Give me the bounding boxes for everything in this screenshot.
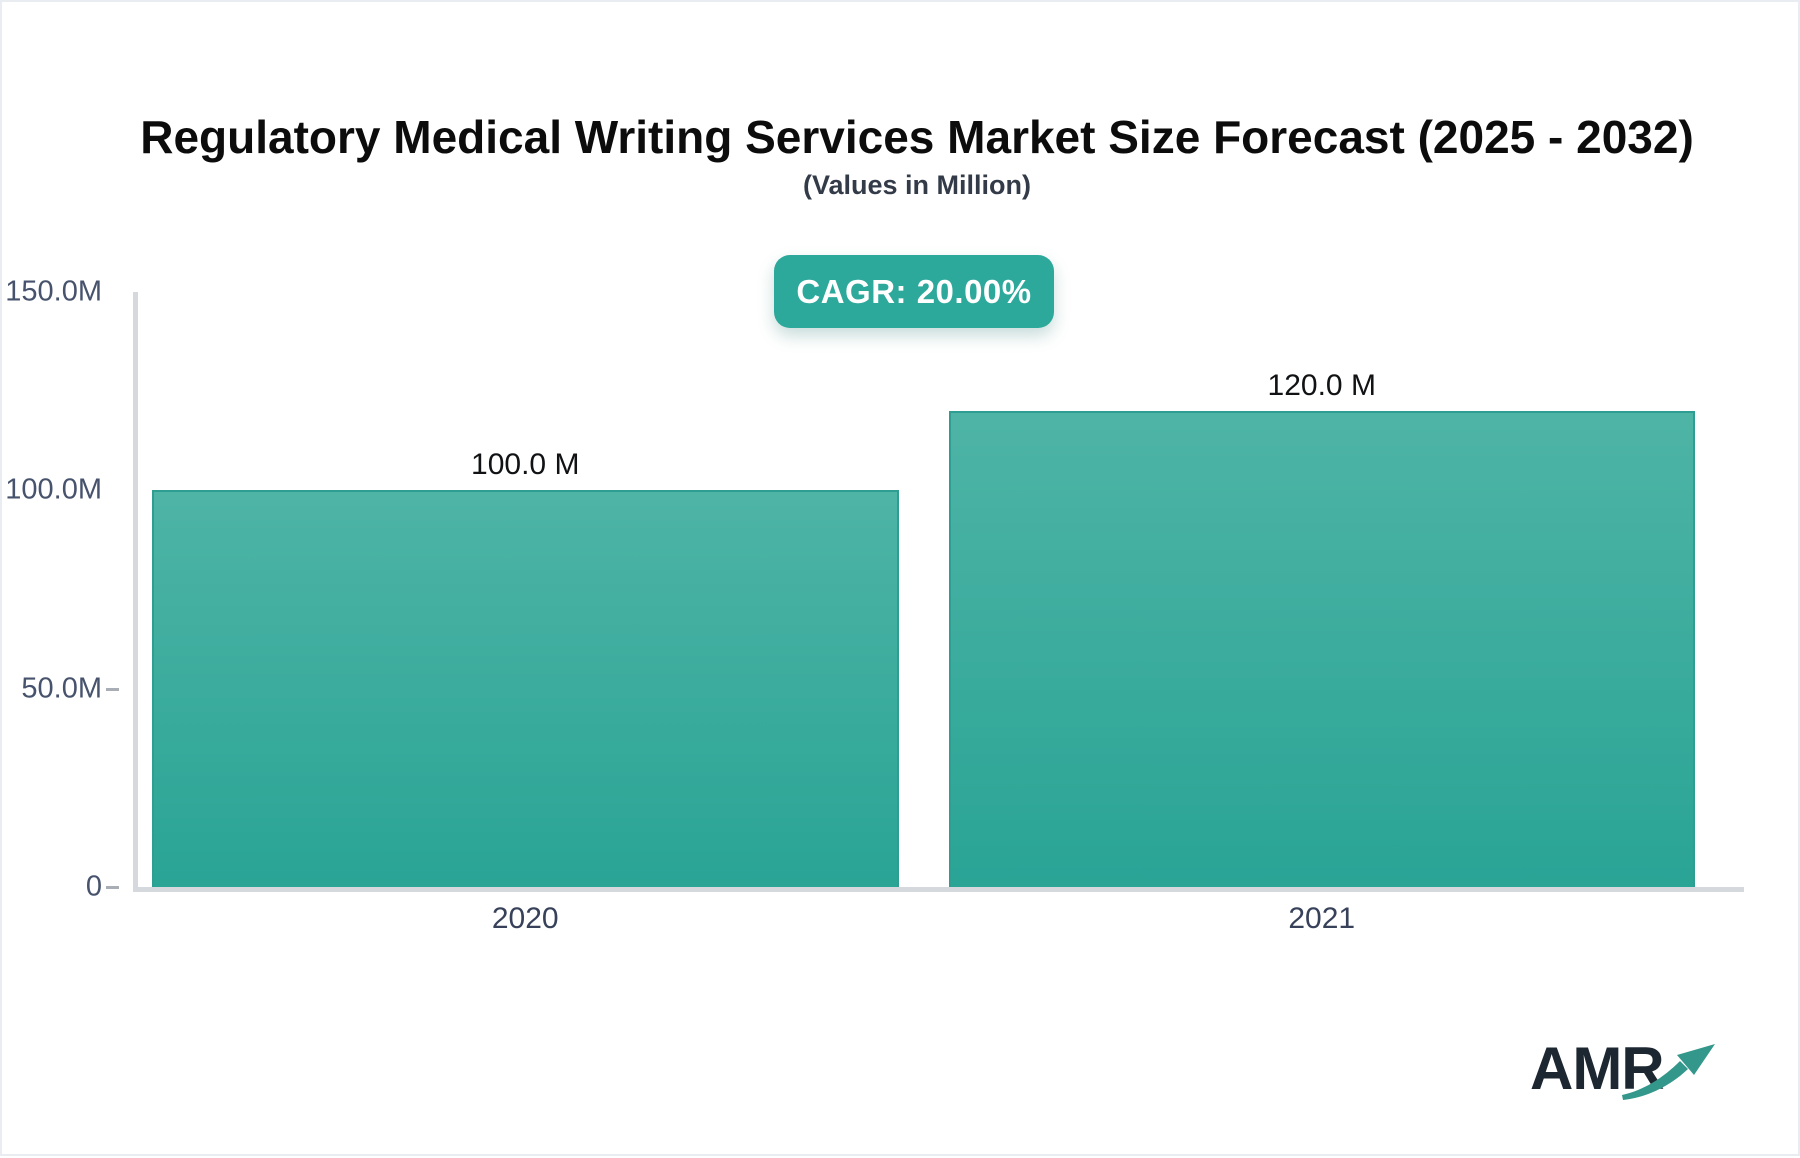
y-tick-label: 0: [85, 870, 102, 903]
cagr-badge: CAGR: 20.00%: [774, 255, 1054, 328]
y-tick-mark: [106, 687, 119, 691]
x-axis-line: [133, 887, 1744, 892]
chart-title: Regulatory Medical Writing Services Mark…: [140, 111, 1694, 163]
y-tick-mark: [106, 886, 119, 889]
bar-2020: [152, 490, 899, 887]
chart-subtitle: (Values in Million): [802, 170, 1032, 200]
y-tick-label: 100.0M: [5, 473, 102, 506]
y-axis-line: [133, 292, 138, 892]
bar-value-label: 120.0 M: [1267, 369, 1376, 402]
y-tick-label: 50.0M: [21, 672, 102, 705]
x-category-label: 2021: [1288, 902, 1356, 935]
bar-value-label: 100.0 M: [471, 448, 580, 482]
amr-logo: AMR: [1530, 1034, 1720, 1114]
growth-arrow-icon: [1622, 1044, 1715, 1100]
x-category-label: 2020: [491, 902, 559, 935]
cagr-badge-label: CAGR: 20.00%: [796, 272, 1032, 310]
y-tick-label: 150.0M: [5, 275, 102, 308]
bar-2021: [948, 411, 1695, 887]
